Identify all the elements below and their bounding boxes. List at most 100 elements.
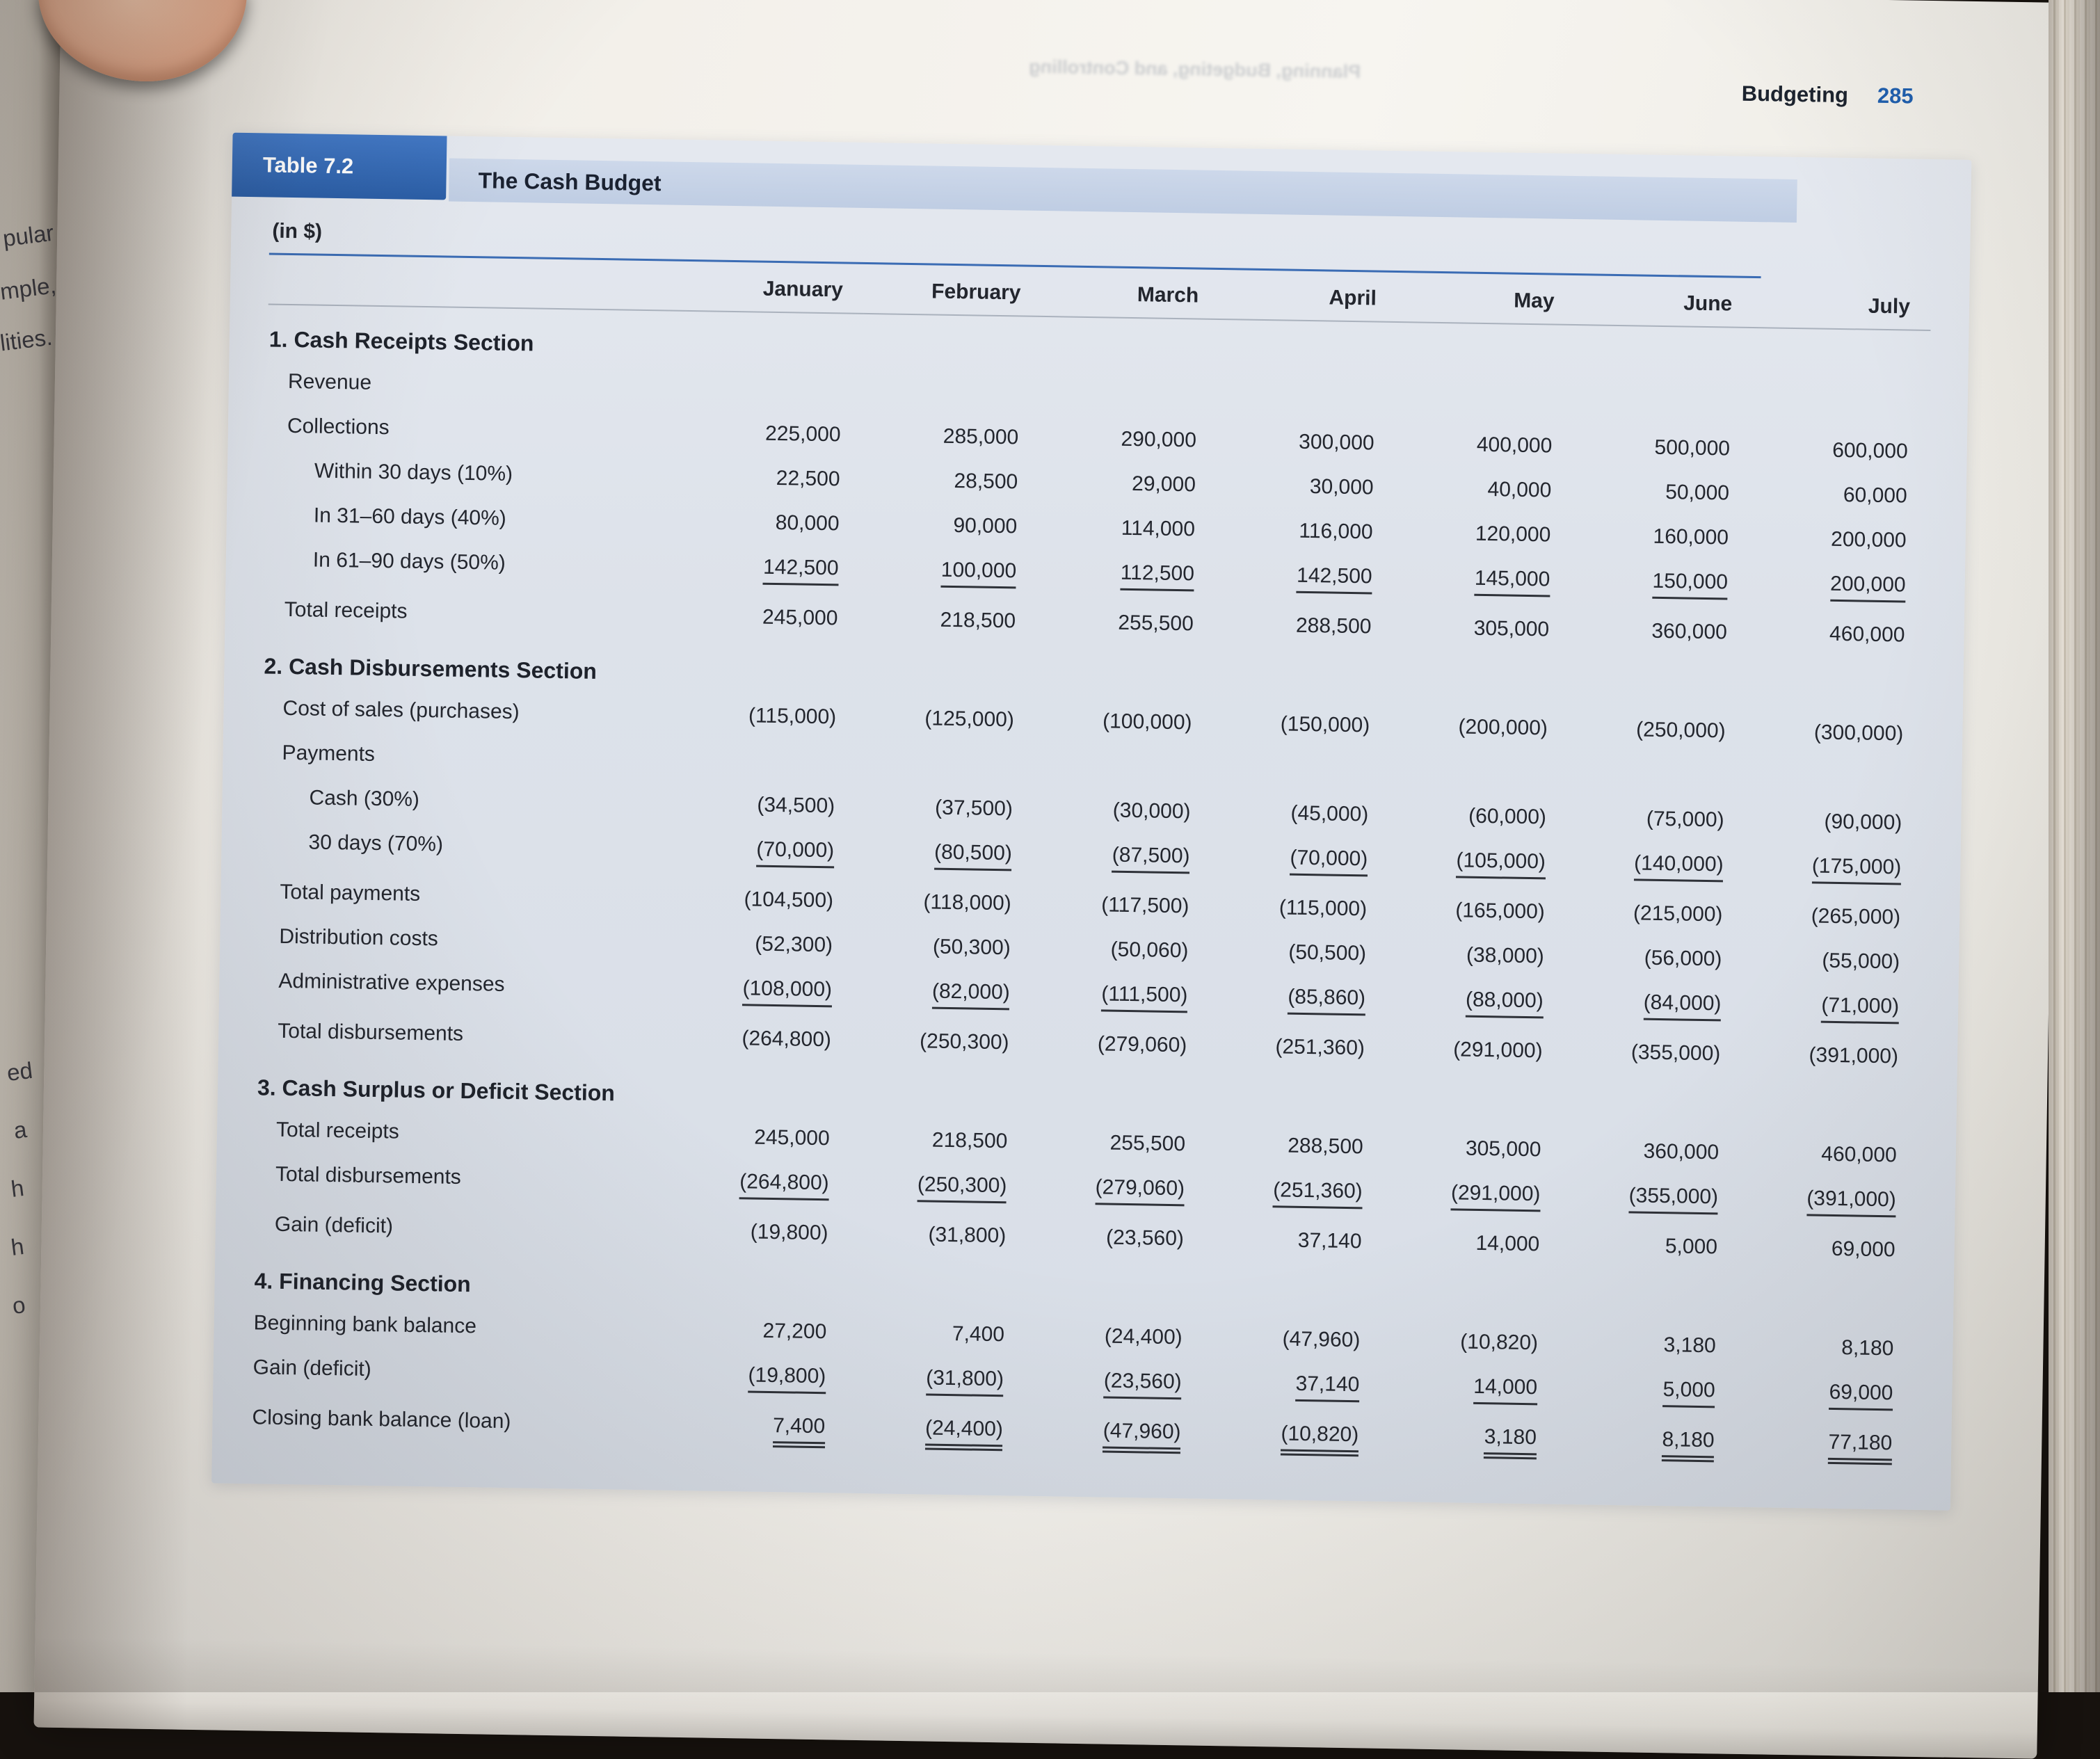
cell-value: (88,000) <box>1386 977 1564 1029</box>
cell-number: (279,060) <box>1097 1032 1187 1057</box>
cell-number: 305,000 <box>1473 616 1550 641</box>
row-label: Gain (deficit) <box>253 1356 371 1381</box>
cell-value: (84,000) <box>1564 979 1742 1032</box>
cell-number: 285,000 <box>943 424 1019 449</box>
cell-value: (250,300) <box>849 1162 1028 1214</box>
cell-value: 285,000 <box>861 413 1040 460</box>
margin-text-fragment: h <box>9 1175 26 1202</box>
cell-number: 37,140 <box>1295 1372 1360 1403</box>
cell-value: 5,000 <box>1560 1223 1739 1270</box>
cell-number: 50,000 <box>1665 481 1730 505</box>
cell-number: (250,300) <box>917 1173 1007 1204</box>
cell-value <box>1217 374 1396 421</box>
cell-value: 360,000 <box>1562 1128 1740 1175</box>
cell-number: (115,000) <box>1279 896 1368 921</box>
cell-number: 288,500 <box>1295 613 1372 638</box>
row-label: 30 days (70%) <box>308 830 444 856</box>
cell-value <box>678 737 857 785</box>
cell-value: (10,820) <box>1201 1411 1380 1463</box>
column-header: January <box>685 265 865 314</box>
cell-value: 245,000 <box>672 1114 851 1162</box>
cell-number: (60,000) <box>1468 804 1547 829</box>
cell-value: 400,000 <box>1395 421 1573 469</box>
cell-value: (355,000) <box>1561 1173 1740 1226</box>
cell-number: (52,300) <box>755 932 833 957</box>
cell-value: 3,180 <box>1559 1322 1738 1369</box>
cell-value: 245,000 <box>680 594 859 641</box>
cell-value: (19,800) <box>668 1352 847 1405</box>
cell-value: (24,400) <box>846 1405 1025 1458</box>
margin-text-fragment: pular <box>1 219 56 252</box>
row-label: Total payments <box>280 880 421 906</box>
cell-number: 142,500 <box>1296 563 1372 595</box>
cash-budget-table: Table 7.2 The Cash Budget (in $) January… <box>211 132 1972 1511</box>
cell-number: 160,000 <box>1653 524 1729 549</box>
cell-number: (71,000) <box>1820 993 1900 1025</box>
cell-number: (125,000) <box>924 707 1015 732</box>
cell-value: 69,000 <box>1736 1369 1914 1422</box>
column-header: July <box>1752 282 1932 332</box>
cell-value: (38,000) <box>1387 932 1566 979</box>
column-header: February <box>863 268 1043 317</box>
cell-value: (250,000) <box>1568 707 1747 754</box>
cell-number: (55,000) <box>1822 949 1900 974</box>
cell-value: (50,300) <box>853 924 1032 971</box>
cell-value: 150,000 <box>1571 558 1749 611</box>
cell-value <box>1212 746 1390 793</box>
cell-value: 145,000 <box>1393 555 1571 608</box>
cell-value: (50,500) <box>1209 929 1388 977</box>
margin-text-fragment: ed <box>5 1057 34 1086</box>
cell-value <box>1390 748 1569 796</box>
cell-value: 8,180 <box>1557 1416 1736 1469</box>
cell-value: (60,000) <box>1389 793 1568 840</box>
cell-number: (47,960) <box>1103 1419 1181 1450</box>
cell-value: (251,360) <box>1205 1167 1384 1220</box>
cell-value: 460,000 <box>1747 611 1926 658</box>
cell-number: (117,500) <box>1100 893 1189 918</box>
cell-number: (84,000) <box>1643 990 1722 1022</box>
column-header: June <box>1575 279 1754 328</box>
cell-number: 142,500 <box>762 555 839 586</box>
margin-text-fragment: mple, <box>0 272 58 305</box>
column-header: April <box>1219 273 1398 323</box>
cell-value: (250,300) <box>851 1018 1030 1066</box>
cell-value: 14,000 <box>1382 1220 1561 1267</box>
cell-value: (115,000) <box>1210 885 1388 932</box>
cell-number: 112,500 <box>1120 561 1195 592</box>
cell-number: 69,000 <box>1831 1237 1895 1262</box>
cell-value: 116,000 <box>1215 508 1394 555</box>
cell-value: (24,400) <box>1025 1313 1203 1360</box>
running-head: Budgeting 285 <box>1741 81 1914 109</box>
cell-number: 600,000 <box>1832 438 1908 463</box>
cell-value: (82,000) <box>852 968 1031 1021</box>
cell-value: (70,000) <box>677 826 856 879</box>
cell-value: 80,000 <box>682 499 860 547</box>
cell-value: 37,140 <box>1202 1360 1381 1413</box>
row-label: Total receipts <box>275 1118 400 1143</box>
cell-number: (291,000) <box>1450 1181 1541 1212</box>
cell-value: (140,000) <box>1566 840 1745 893</box>
cell-value: (125,000) <box>857 696 1036 743</box>
show-through-text: Planning, Budgeting, and Controlling <box>1029 56 1361 83</box>
cell-number: 150,000 <box>1652 569 1729 600</box>
cell-value: 50,000 <box>1572 469 1751 516</box>
cell-number: (140,000) <box>1633 851 1724 883</box>
page-number: 285 <box>1877 83 1914 109</box>
cell-number: (10,820) <box>1281 1422 1359 1453</box>
photo-scene: pular mple, lities. ed a h h o Planning,… <box>0 0 2100 1692</box>
cell-number: (23,560) <box>1105 1226 1185 1251</box>
cell-number: 288,500 <box>1288 1134 1363 1159</box>
cell-value: (115,000) <box>679 693 858 740</box>
cell-value: (111,500) <box>1030 971 1209 1024</box>
cell-value: (118,000) <box>854 879 1033 926</box>
margin-text-fragment: h <box>9 1233 26 1260</box>
cell-value: (264,800) <box>674 1015 853 1063</box>
cell-number: 245,000 <box>762 605 838 630</box>
cell-number: (215,000) <box>1633 901 1723 926</box>
cell-number: 14,000 <box>1473 1374 1538 1406</box>
cell-number: 5,000 <box>1665 1235 1718 1259</box>
cell-value: 100,000 <box>859 547 1038 600</box>
cell-number: (250,300) <box>919 1029 1009 1054</box>
cell-number: (38,000) <box>1466 943 1545 968</box>
cell-number: (30,000) <box>1112 798 1191 824</box>
